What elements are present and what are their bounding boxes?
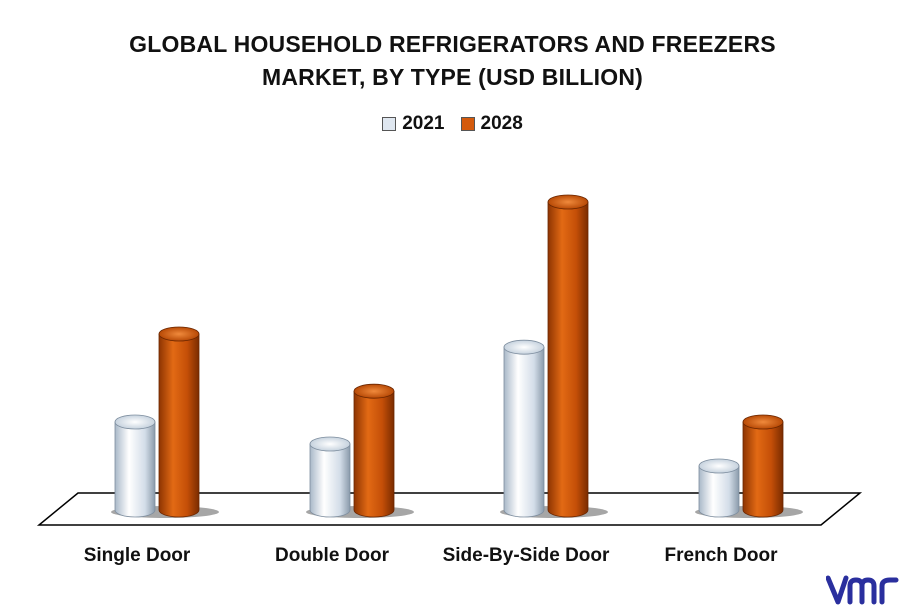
bar-cap (309, 436, 351, 452)
category-label: Double Door (275, 545, 390, 566)
bar-cap (503, 339, 545, 355)
bar-cap (547, 194, 589, 210)
bar-body (353, 390, 395, 518)
category-label: Side-By-Side Door (443, 545, 610, 566)
bar-body (114, 421, 156, 518)
bar-cap (114, 414, 156, 430)
vmr-logo (826, 575, 899, 605)
legend-swatch-2021 (382, 117, 397, 131)
chart-floor (36, 492, 863, 526)
bar-2028-2 (547, 194, 589, 518)
legend-swatch-2028 (460, 117, 475, 131)
chart-legend: 2021 2028 (0, 113, 905, 135)
bar-cap (698, 458, 740, 474)
bar-body (503, 346, 545, 518)
legend-label-2021: 2021 (402, 113, 445, 134)
bar-2021-0 (114, 414, 156, 518)
chart-title: GLOBAL HOUSEHOLD REFRIGERATORS AND FREEZ… (0, 28, 905, 94)
bar-2021-1 (309, 436, 351, 518)
bar-2028-1 (353, 383, 395, 518)
chart-title-line-1: GLOBAL HOUSEHOLD REFRIGERATORS AND FREEZ… (129, 31, 776, 57)
legend-label-2028: 2028 (480, 113, 523, 134)
chart-title-line-2: MARKET, BY TYPE (USD BILLION) (261, 64, 644, 90)
bar-body (158, 333, 200, 518)
bar-cap (742, 414, 784, 430)
bar-body (547, 201, 589, 518)
bar-cap (353, 383, 395, 399)
legend-item-2021: 2021 (382, 113, 445, 135)
bar-2021-3 (698, 458, 740, 518)
bar-body (742, 421, 784, 518)
legend-item-2028: 2028 (460, 113, 523, 135)
bar-cap (158, 326, 200, 342)
bar-body (309, 443, 351, 518)
bar-2028-0 (158, 326, 200, 518)
bar-body (698, 465, 740, 518)
category-label: French Door (665, 545, 779, 566)
bar-2028-3 (742, 414, 784, 518)
bar-2021-2 (503, 339, 545, 518)
category-label: Single Door (84, 545, 191, 566)
